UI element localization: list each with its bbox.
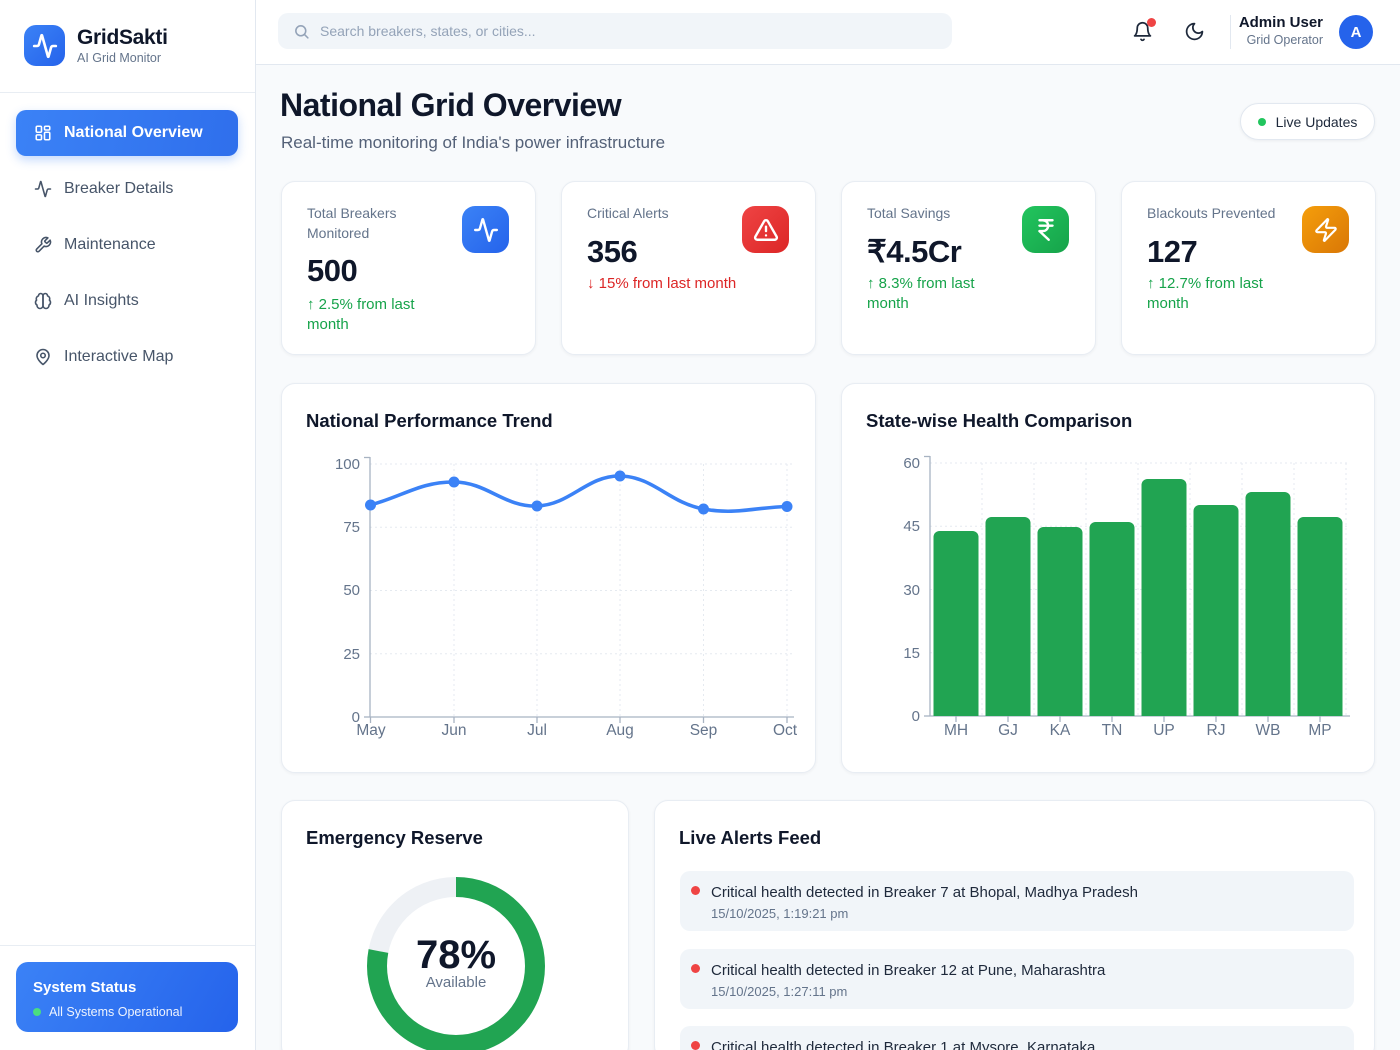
svg-text:GJ: GJ xyxy=(998,722,1018,739)
svg-text:RJ: RJ xyxy=(1207,722,1226,739)
svg-text:Aug: Aug xyxy=(606,722,634,739)
svg-text:KA: KA xyxy=(1050,722,1071,739)
svg-text:0: 0 xyxy=(912,708,920,725)
svg-text:Sep: Sep xyxy=(690,722,718,739)
svg-text:100: 100 xyxy=(335,456,360,473)
svg-text:May: May xyxy=(356,722,386,739)
svg-text:25: 25 xyxy=(343,646,360,663)
svg-text:30: 30 xyxy=(903,582,920,599)
svg-text:WB: WB xyxy=(1256,722,1281,739)
svg-text:MP: MP xyxy=(1308,722,1331,739)
svg-text:15: 15 xyxy=(903,645,920,662)
svg-text:Jun: Jun xyxy=(442,722,467,739)
svg-text:75: 75 xyxy=(343,519,360,536)
svg-text:TN: TN xyxy=(1102,722,1123,739)
svg-text:0: 0 xyxy=(352,709,360,726)
svg-text:UP: UP xyxy=(1153,722,1175,739)
svg-text:Oct: Oct xyxy=(773,722,798,739)
svg-text:50: 50 xyxy=(343,582,360,599)
svg-text:45: 45 xyxy=(903,518,920,535)
svg-text:60: 60 xyxy=(903,455,920,472)
svg-text:Jul: Jul xyxy=(527,722,547,739)
svg-text:MH: MH xyxy=(944,722,968,739)
